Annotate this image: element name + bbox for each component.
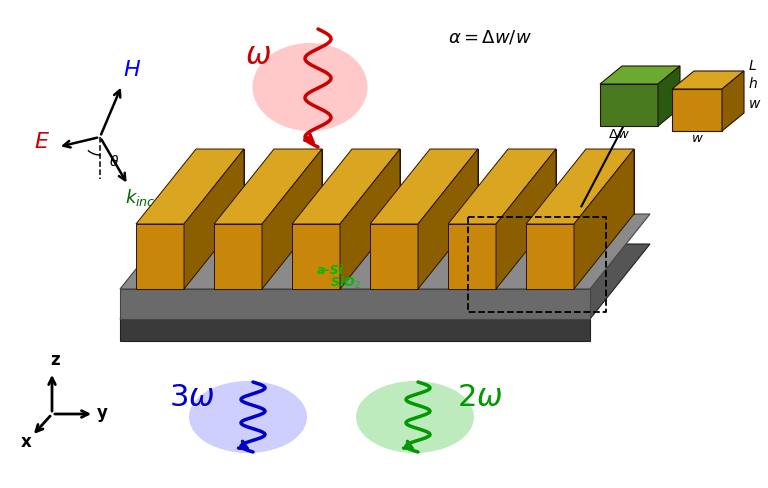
Polygon shape bbox=[136, 224, 184, 289]
Polygon shape bbox=[262, 150, 322, 289]
Text: y: y bbox=[97, 403, 108, 421]
Text: $L$: $L$ bbox=[748, 59, 757, 73]
Polygon shape bbox=[526, 224, 574, 289]
Polygon shape bbox=[658, 67, 680, 127]
Polygon shape bbox=[196, 150, 244, 215]
Polygon shape bbox=[600, 67, 680, 85]
Text: SiO$_2$: SiO$_2$ bbox=[329, 274, 360, 290]
Polygon shape bbox=[120, 215, 650, 289]
Polygon shape bbox=[672, 90, 722, 132]
Text: $2\omega$: $2\omega$ bbox=[457, 383, 503, 412]
Polygon shape bbox=[352, 150, 400, 215]
Text: x: x bbox=[21, 432, 31, 450]
Ellipse shape bbox=[189, 381, 307, 453]
Text: $\omega$: $\omega$ bbox=[245, 41, 271, 69]
Polygon shape bbox=[370, 150, 478, 224]
Polygon shape bbox=[120, 244, 650, 319]
Polygon shape bbox=[184, 150, 244, 289]
Polygon shape bbox=[370, 224, 418, 289]
Ellipse shape bbox=[253, 44, 368, 132]
Polygon shape bbox=[340, 150, 400, 289]
Polygon shape bbox=[508, 150, 556, 215]
Text: $3\omega$: $3\omega$ bbox=[169, 383, 215, 412]
Polygon shape bbox=[120, 319, 590, 341]
Polygon shape bbox=[722, 72, 744, 132]
Text: $\Delta w$: $\Delta w$ bbox=[608, 128, 630, 141]
Polygon shape bbox=[292, 150, 400, 224]
Text: z: z bbox=[50, 350, 60, 368]
Text: $\theta$: $\theta$ bbox=[109, 154, 119, 169]
Polygon shape bbox=[120, 289, 590, 319]
Polygon shape bbox=[526, 150, 634, 224]
Polygon shape bbox=[448, 224, 496, 289]
Polygon shape bbox=[574, 150, 634, 289]
Text: a-Si: a-Si bbox=[316, 263, 343, 276]
Text: $w$: $w$ bbox=[690, 132, 703, 145]
Text: $H$: $H$ bbox=[123, 60, 141, 80]
Text: $E$: $E$ bbox=[34, 132, 50, 152]
Polygon shape bbox=[600, 85, 658, 127]
Polygon shape bbox=[136, 150, 244, 224]
Polygon shape bbox=[292, 224, 340, 289]
Polygon shape bbox=[214, 224, 262, 289]
Polygon shape bbox=[430, 150, 478, 215]
Polygon shape bbox=[214, 150, 322, 224]
Text: $\alpha = \Delta w / w$: $\alpha = \Delta w / w$ bbox=[448, 28, 532, 46]
Polygon shape bbox=[586, 150, 634, 215]
Polygon shape bbox=[418, 150, 478, 289]
Polygon shape bbox=[496, 150, 556, 289]
Ellipse shape bbox=[356, 381, 474, 453]
Text: $w$: $w$ bbox=[748, 97, 761, 111]
Polygon shape bbox=[274, 150, 322, 215]
Text: $k_{inc}$: $k_{inc}$ bbox=[124, 186, 155, 207]
Text: $h$: $h$ bbox=[748, 76, 758, 91]
Polygon shape bbox=[448, 150, 556, 224]
Polygon shape bbox=[672, 72, 744, 90]
